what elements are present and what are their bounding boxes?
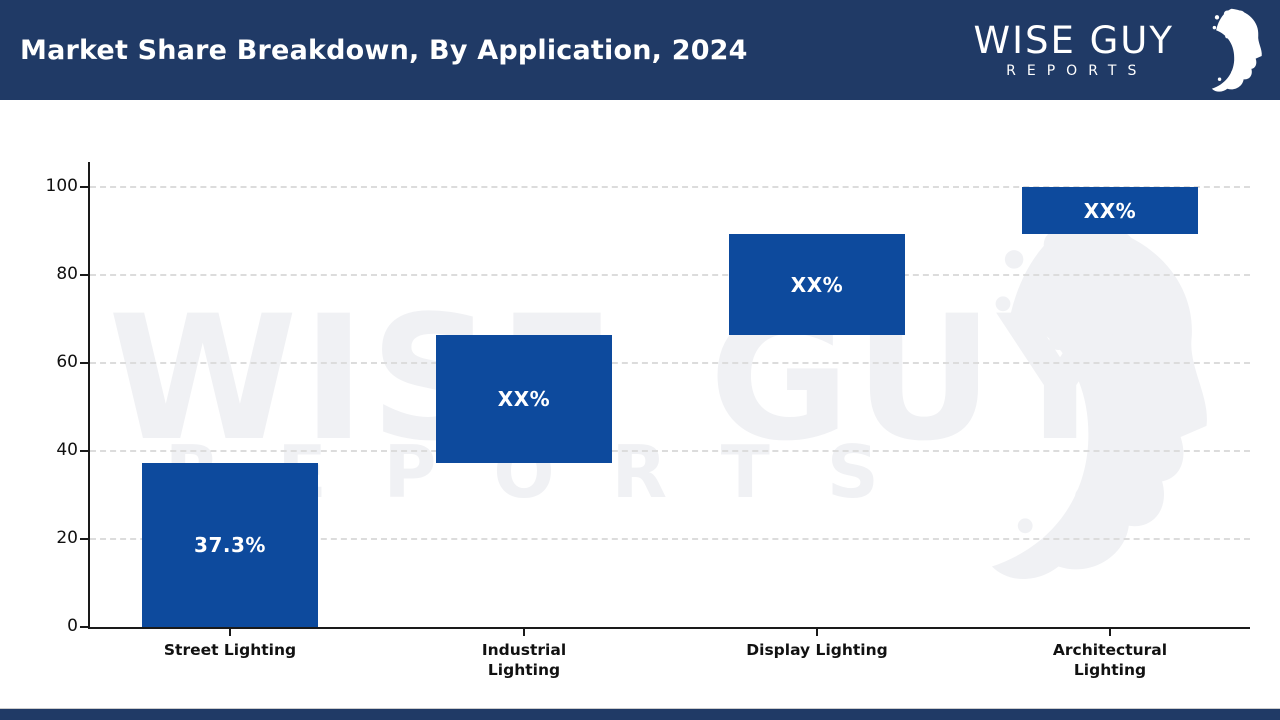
x-tick-mark xyxy=(523,629,525,636)
y-tick-mark xyxy=(80,450,88,452)
y-tick-mark xyxy=(80,362,88,364)
category-label-line: Lighting xyxy=(1073,661,1147,680)
category-label: Display Lighting xyxy=(687,640,947,660)
y-tick-mark xyxy=(80,186,88,188)
chart-title: Market Share Breakdown, By Application, … xyxy=(20,34,748,66)
logo-text: WISE GUY REPORTS xyxy=(974,22,1174,78)
watermark-head-icon xyxy=(991,222,1207,580)
y-tick-label: 60 xyxy=(56,352,78,372)
footer-bar xyxy=(0,709,1280,720)
chart-area: WISE GUY REPORTS 0 20 40 60 80 100 37.3% XX% XX%… xyxy=(0,100,1280,709)
bar-value-label: XX% xyxy=(790,272,844,297)
category-label-line: Lighting xyxy=(487,661,561,680)
watermark-wordmark: WISE GUY xyxy=(108,278,1127,479)
gridline xyxy=(90,362,1250,364)
category-label-line: Architectural xyxy=(1052,641,1168,659)
category-label-line: Street Lighting xyxy=(163,641,297,659)
dotted-head-icon xyxy=(1211,8,1262,92)
y-axis-spine xyxy=(88,162,90,629)
bar-segment: XX% xyxy=(729,234,905,336)
y-tick-mark xyxy=(80,274,88,276)
y-tick-label: 0 xyxy=(67,616,78,636)
category-label-line: Display Lighting xyxy=(746,641,888,659)
y-tick-mark xyxy=(80,538,88,540)
y-tick-label: 40 xyxy=(56,440,78,460)
x-tick-mark xyxy=(1109,629,1111,636)
y-tick-label: 20 xyxy=(56,528,78,548)
bar-value-label: XX% xyxy=(1083,198,1137,223)
logo-wordmark: WISE GUY xyxy=(973,19,1174,62)
category-label: Industrial Lighting xyxy=(394,640,654,680)
y-tick-mark xyxy=(80,626,88,628)
category-label: Architectural Lighting xyxy=(980,640,1240,680)
x-axis-spine xyxy=(88,627,1250,629)
x-tick-mark xyxy=(229,629,231,636)
x-tick-mark xyxy=(816,629,818,636)
gridline xyxy=(90,538,1250,540)
gridline xyxy=(90,186,1250,188)
bar-value-label: XX% xyxy=(497,387,551,412)
y-tick-label: 100 xyxy=(45,176,78,196)
gridline xyxy=(90,450,1250,452)
gridline xyxy=(90,274,1250,276)
category-label: Street Lighting xyxy=(100,640,360,660)
header-bar: Market Share Breakdown, By Application, … xyxy=(0,0,1280,100)
bar-value-label: 37.3% xyxy=(194,532,266,557)
y-tick-label: 80 xyxy=(56,264,78,284)
bar-segment: XX% xyxy=(1022,187,1198,235)
bar-segment: XX% xyxy=(436,335,612,463)
bar-segment: 37.3% xyxy=(142,462,318,627)
category-label-line: Industrial xyxy=(481,641,567,659)
wise-guy-logo: WISE GUY REPORTS xyxy=(974,6,1280,94)
logo-subtitle: REPORTS xyxy=(1006,63,1148,79)
